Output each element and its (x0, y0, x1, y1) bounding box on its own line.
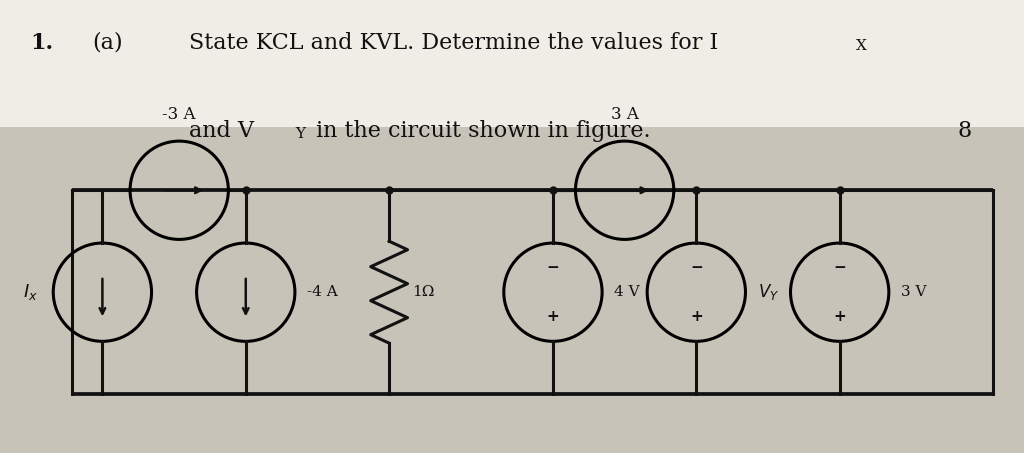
Text: State KCL and KVL. Determine the values for I: State KCL and KVL. Determine the values … (189, 32, 719, 54)
Text: 3 V: 3 V (901, 285, 927, 299)
Text: X: X (856, 39, 867, 53)
Text: −: − (834, 260, 846, 275)
Text: $V_Y$: $V_Y$ (758, 282, 779, 302)
Text: 3 A: 3 A (610, 106, 639, 123)
Text: in the circuit shown in figure.: in the circuit shown in figure. (309, 120, 651, 142)
Text: -3 A: -3 A (163, 106, 196, 123)
Text: -4 A: -4 A (307, 285, 338, 299)
Text: Y: Y (295, 127, 305, 141)
Text: −: − (690, 260, 702, 275)
Text: +: + (834, 309, 846, 324)
Text: +: + (690, 309, 702, 324)
Text: $I_x$: $I_x$ (23, 282, 38, 302)
Text: 4 V: 4 V (614, 285, 640, 299)
Text: and V: and V (189, 120, 255, 142)
Text: 8: 8 (957, 120, 972, 142)
Text: +: + (547, 309, 559, 324)
Text: −: − (547, 260, 559, 275)
Text: 1Ω: 1Ω (412, 285, 434, 299)
Text: (a): (a) (92, 32, 123, 54)
Text: 1.: 1. (31, 32, 54, 54)
FancyBboxPatch shape (0, 0, 1024, 127)
